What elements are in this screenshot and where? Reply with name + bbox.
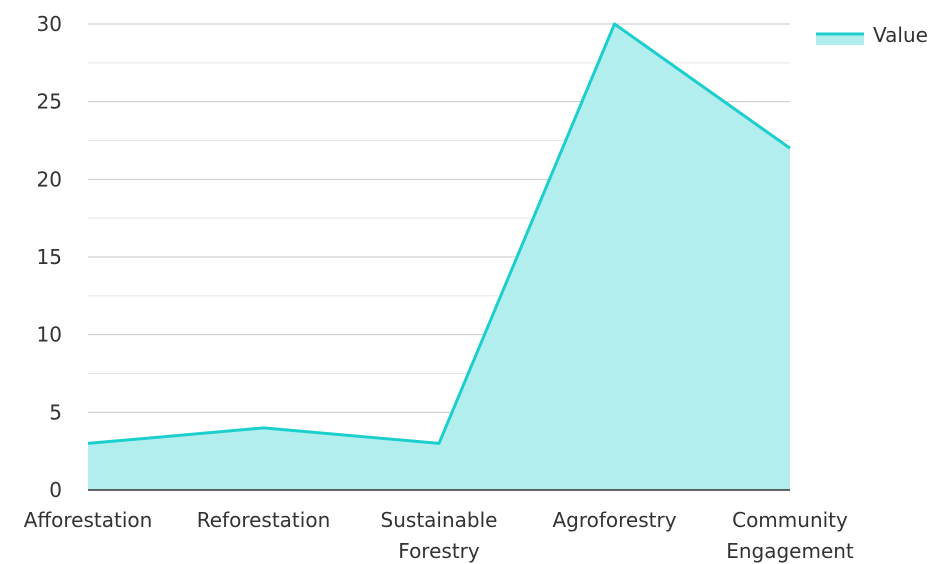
x-tick-label: Sustainable Forestry xyxy=(381,508,498,563)
y-axis: 0 5 10 15 20 25 30 xyxy=(37,12,62,502)
area-fill-series-0 xyxy=(88,24,790,490)
x-tick-label: Agroforestry xyxy=(552,508,676,532)
y-tick-label: 15 xyxy=(37,245,62,269)
y-tick-label: 20 xyxy=(37,167,62,191)
y-tick-label: 5 xyxy=(49,400,62,424)
x-tick-label: Afforestation xyxy=(24,508,153,532)
legend-label: Value xyxy=(873,23,928,47)
y-tick-label: 10 xyxy=(37,323,62,347)
plot-area xyxy=(87,22,791,490)
legend: Value xyxy=(816,23,928,47)
y-tick-label: 0 xyxy=(49,478,62,502)
y-tick-label: 25 xyxy=(37,90,62,114)
x-tick-label: Community Engagement xyxy=(726,508,854,563)
x-tick-label: Reforestation xyxy=(197,508,331,532)
y-tick-label: 30 xyxy=(37,12,62,36)
legend-swatch-fill xyxy=(816,33,864,45)
x-axis: Afforestation Reforestation Sustainable For… xyxy=(24,489,854,563)
